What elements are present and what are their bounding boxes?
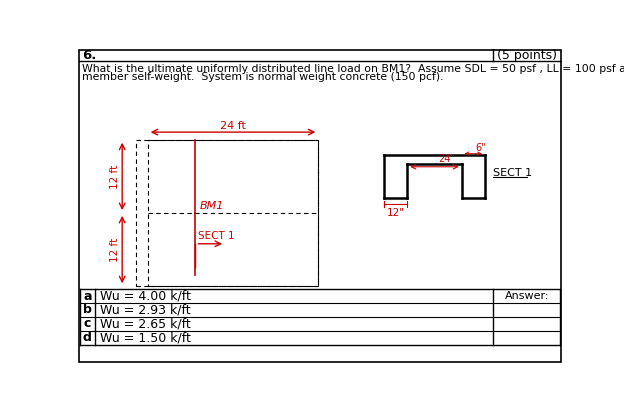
Text: 12 ft: 12 ft <box>110 237 120 262</box>
Text: Wu = 4.00 k/ft: Wu = 4.00 k/ft <box>100 290 190 303</box>
Text: 24": 24" <box>439 155 456 164</box>
Text: 12": 12" <box>387 208 405 218</box>
Text: Wu = 2.93 k/ft: Wu = 2.93 k/ft <box>100 304 190 317</box>
Text: 6.: 6. <box>82 49 96 62</box>
Text: What is the ultimate uniformly distributed line load on BM1?  Assume SDL = 50 ps: What is the ultimate uniformly distribut… <box>82 64 624 73</box>
Text: SECT 1: SECT 1 <box>198 231 235 241</box>
Text: member self-weight.  System is normal weight concrete (150 pcf).: member self-weight. System is normal wei… <box>82 72 444 82</box>
Text: Wu = 1.50 k/ft: Wu = 1.50 k/ft <box>100 331 190 344</box>
Text: 12 ft: 12 ft <box>110 164 120 188</box>
Text: BM1: BM1 <box>200 201 225 211</box>
Text: 24 ft: 24 ft <box>220 121 246 131</box>
Text: a: a <box>83 290 92 303</box>
Text: Answer:: Answer: <box>504 291 549 301</box>
Bar <box>148 140 318 286</box>
Bar <box>136 140 318 286</box>
Text: SECT 1: SECT 1 <box>492 168 532 177</box>
Text: 6": 6" <box>475 143 486 153</box>
Text: c: c <box>84 317 91 330</box>
Text: b: b <box>83 304 92 317</box>
Text: (5 points): (5 points) <box>497 49 557 62</box>
Text: d: d <box>83 331 92 344</box>
Text: Wu = 2.65 k/ft: Wu = 2.65 k/ft <box>100 317 190 330</box>
